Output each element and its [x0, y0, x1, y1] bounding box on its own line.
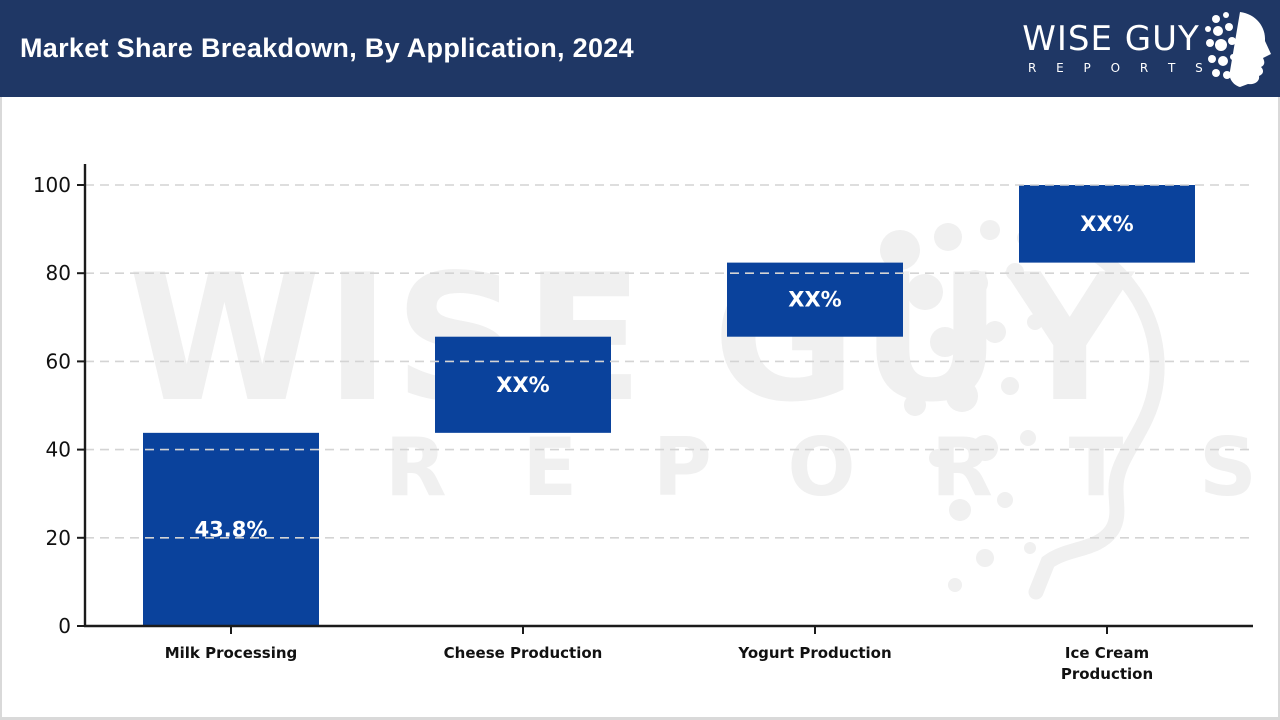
frame-border-right	[1278, 97, 1280, 720]
bar-value-label: XX%	[1080, 212, 1133, 236]
x-tick-label: Production	[1061, 665, 1153, 683]
page-title: Market Share Breakdown, By Application, …	[20, 33, 634, 63]
y-tick-label: 100	[33, 173, 71, 197]
brand-logo: WISE GUY R E P O R T S	[1020, 8, 1272, 90]
y-tick-label: 60	[46, 349, 71, 373]
logo-head-icon	[1205, 12, 1271, 87]
x-tick-label: Cheese Production	[444, 644, 603, 662]
bar-value-label: XX%	[496, 373, 549, 397]
labels-layer: 43.8% XX% XX% XX% 0 20 40 60 80 100 Milk Processin…	[33, 173, 1153, 683]
y-tick-label: 80	[46, 261, 71, 285]
frame-border-left	[0, 97, 2, 720]
bars-layer	[143, 185, 1195, 626]
bar	[1019, 185, 1195, 263]
x-tick-label: Milk Processing	[165, 644, 298, 662]
y-tick-label: 40	[46, 438, 71, 462]
watermark-face-icon	[863, 220, 1165, 600]
logo-wordmark: WISE GUY R E P O R T S	[1020, 19, 1211, 75]
frame-border-bottom	[0, 717, 1280, 720]
header-bar: Market Share Breakdown, By Application, …	[0, 0, 1280, 97]
x-tick-label: Ice Cream	[1065, 644, 1149, 662]
bar	[143, 432, 319, 626]
bar-value-label: 43.8%	[195, 517, 268, 541]
bar	[435, 336, 611, 433]
logo-wordmark-sub: R E P O R T S	[1028, 61, 1211, 75]
x-tick-label: Yogurt Production	[737, 644, 891, 662]
logo-wordmark-main: WISE GUY	[1022, 19, 1200, 59]
bar-value-label: XX%	[788, 288, 841, 312]
y-tick-label: 20	[46, 526, 71, 550]
axes-layer	[77, 164, 1253, 634]
bar	[727, 262, 903, 337]
y-tick-label: 0	[58, 614, 71, 638]
